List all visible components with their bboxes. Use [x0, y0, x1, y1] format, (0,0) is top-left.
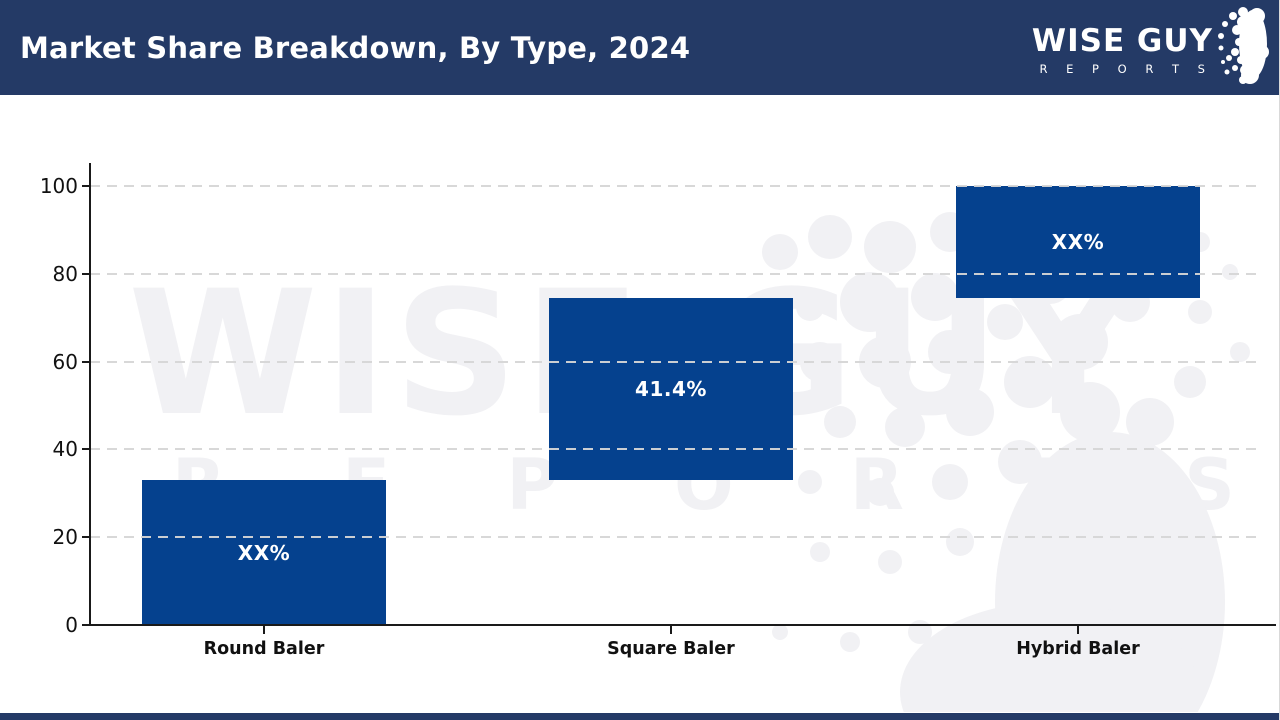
logo-dotted-head-icon: [1218, 7, 1269, 84]
gridline-100: [90, 185, 1262, 187]
y-axis-label-80: 80: [52, 261, 78, 286]
y-axis-tick-40: [82, 448, 90, 451]
y-axis-label-40: 40: [52, 437, 78, 462]
gridline-60: [90, 360, 1262, 363]
bar-hybrid-baler: XX%: [956, 186, 1200, 299]
y-axis-label-100: 100: [39, 174, 78, 198]
header-band: [0, 0, 1279, 95]
x-axis-line: [89, 624, 1276, 626]
x-axis-label-square-baler: Square Baler: [607, 639, 735, 659]
gridline-80: [90, 272, 1262, 275]
y-axis-label-20: 20: [52, 525, 78, 550]
footer-band: [0, 713, 1279, 720]
y-axis-tick-20: [82, 536, 90, 539]
bar-value-label: XX%: [237, 540, 291, 565]
bar-value-label: 41.4%: [635, 377, 707, 402]
y-axis-tick-0: [82, 624, 90, 626]
x-axis-tick-square-baler: [670, 626, 672, 634]
bar-value-label: XX%: [1051, 230, 1105, 255]
y-axis-label-0: 0: [65, 613, 78, 637]
page-title: Market Share Breakdown, By Type, 2024: [20, 30, 691, 65]
x-axis-tick-hybrid-baler: [1077, 626, 1079, 634]
gridline-20: [90, 536, 1262, 539]
y-axis-tick-100: [82, 185, 90, 187]
x-axis-label-hybrid-baler: Hybrid Baler: [1016, 639, 1140, 659]
logo-wordmark: WISE GUY: [1031, 23, 1213, 59]
y-axis-tick-60: [82, 360, 90, 363]
bar-round-baler: XX%: [142, 480, 386, 625]
logo-reports-text: R E P O R T S: [1039, 62, 1213, 76]
wise-guy-reports-logo: WISE GUY R E P O R T S: [1032, 6, 1269, 90]
x-axis-label-round-baler: Round Baler: [203, 639, 325, 659]
gridline-40: [90, 448, 1262, 451]
y-axis-label-60: 60: [52, 349, 78, 374]
x-axis-tick-round-baler: [263, 626, 265, 634]
bar-square-baler: 41.4%: [549, 298, 793, 481]
y-axis-line: [89, 163, 91, 625]
y-axis-tick-80: [82, 272, 90, 275]
